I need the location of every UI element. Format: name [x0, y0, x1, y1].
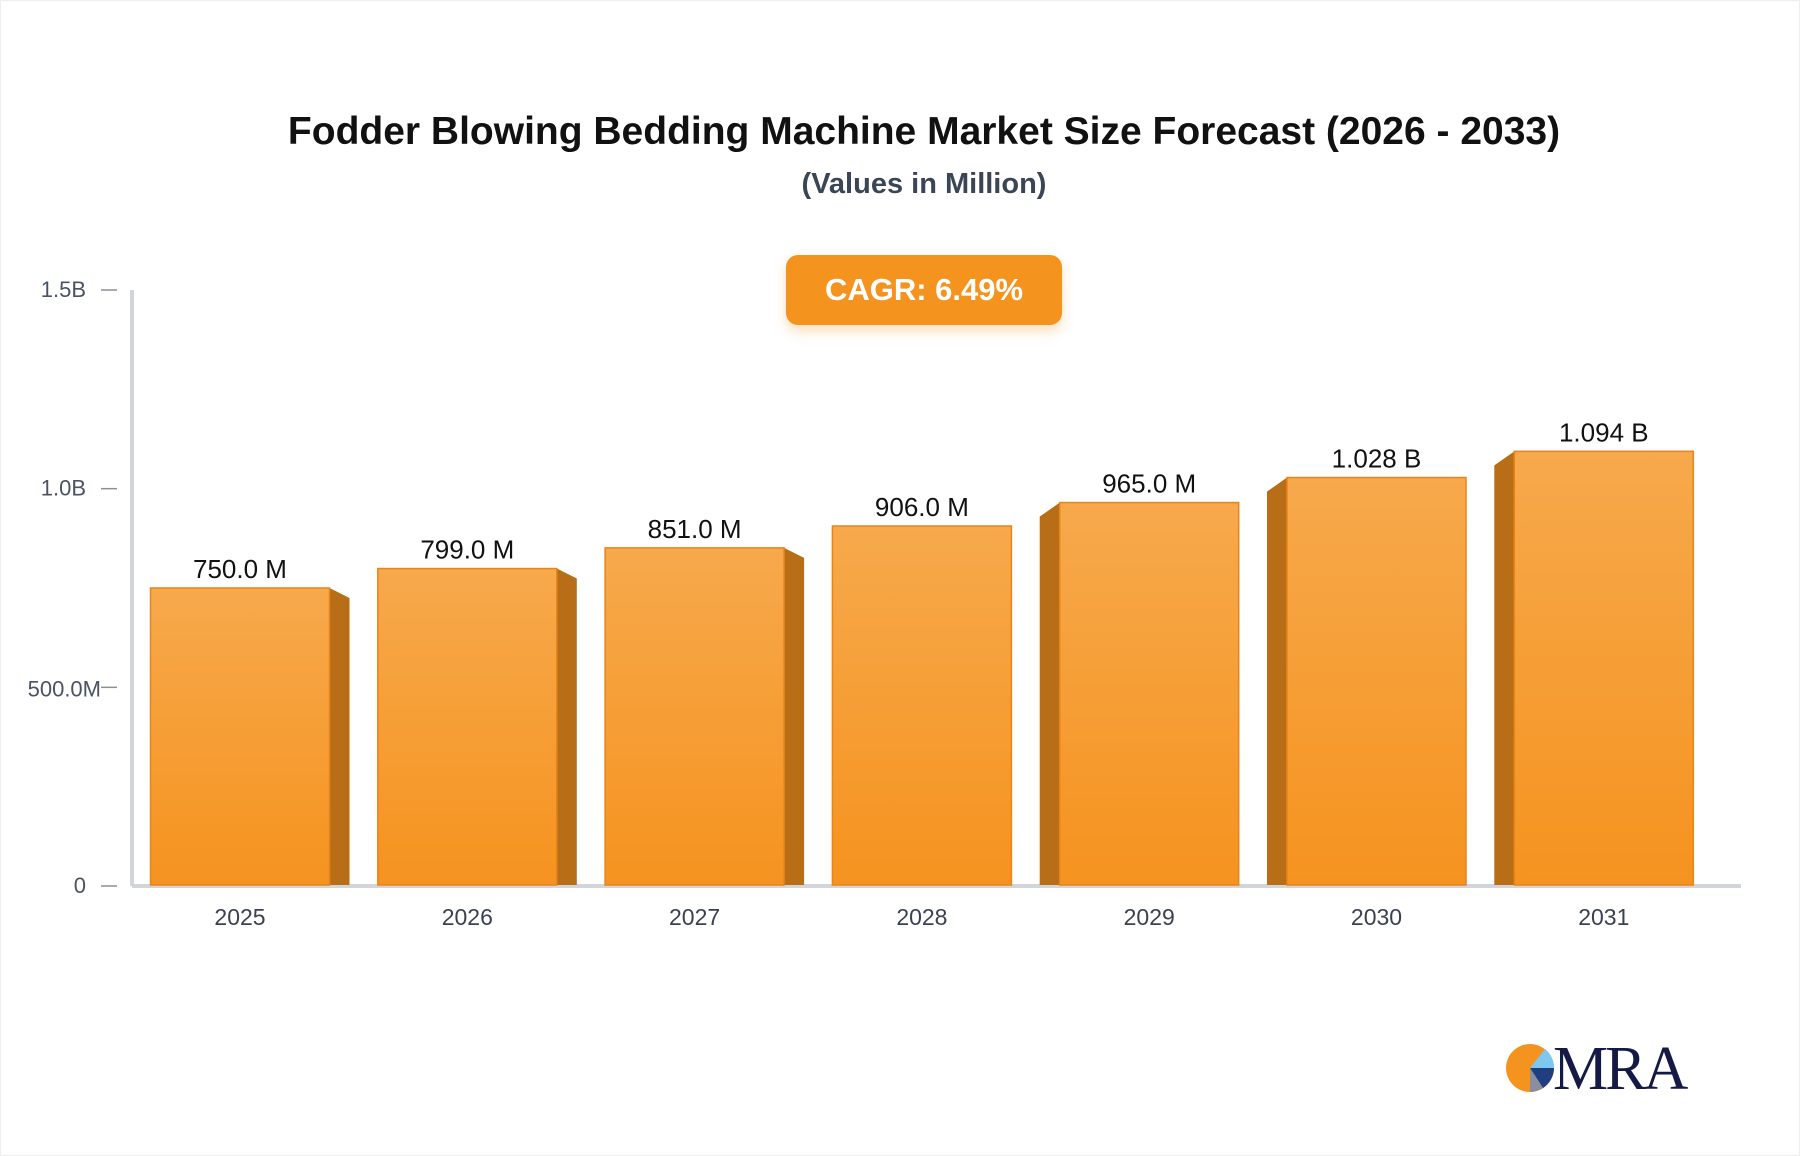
- y-tick-label: 500.0M: [28, 676, 101, 701]
- chart-title: Fodder Blowing Bedding Machine Market Si…: [287, 110, 1561, 153]
- bar: [377, 567, 558, 886]
- x-tick-label: 2027: [669, 904, 720, 930]
- bar: [831, 525, 1013, 886]
- y-tick-label: 1.0B: [41, 476, 86, 501]
- bar-side-face: [1494, 451, 1515, 885]
- cagr-badge: CAGR: 6.49%: [786, 255, 1062, 325]
- bar: [1513, 450, 1695, 886]
- x-tick-label: 2029: [1124, 904, 1175, 930]
- bar-value-label: 965.0 M: [1102, 469, 1196, 499]
- bar-side-face: [784, 547, 805, 885]
- bar-value-label: 1.094 B: [1559, 417, 1649, 447]
- logo-pie-icon: [1506, 1044, 1555, 1092]
- x-tick-label: 2025: [214, 904, 265, 930]
- x-tick-label: 2028: [896, 904, 947, 930]
- bar-side-face: [329, 588, 350, 885]
- mra-logo: MRA: [1505, 1035, 1695, 1103]
- bar-side-face: [1267, 477, 1287, 885]
- x-tick-label: 2026: [442, 904, 493, 930]
- bar-value-label: 750.0 M: [193, 554, 287, 584]
- bar-value-label: 799.0 M: [420, 535, 514, 565]
- y-tick-label: 1.5B: [41, 277, 86, 302]
- bar: [149, 587, 331, 886]
- x-tick-label: 2030: [1351, 904, 1402, 930]
- bar: [1286, 476, 1467, 886]
- bar: [1058, 501, 1240, 886]
- bar: [604, 547, 785, 886]
- chart-subtitle: (Values in Million): [801, 168, 1047, 200]
- y-tick-label: 0: [74, 873, 86, 898]
- bar-side-face: [556, 568, 577, 885]
- bar-value-label: 1.028 B: [1332, 444, 1422, 474]
- logo-text: MRA: [1553, 1035, 1688, 1103]
- bar-value-label: 906.0 M: [875, 492, 969, 522]
- bar-value-label: 851.0 M: [648, 514, 742, 544]
- bar-side-face: [1039, 502, 1060, 885]
- x-tick-label: 2031: [1578, 904, 1629, 930]
